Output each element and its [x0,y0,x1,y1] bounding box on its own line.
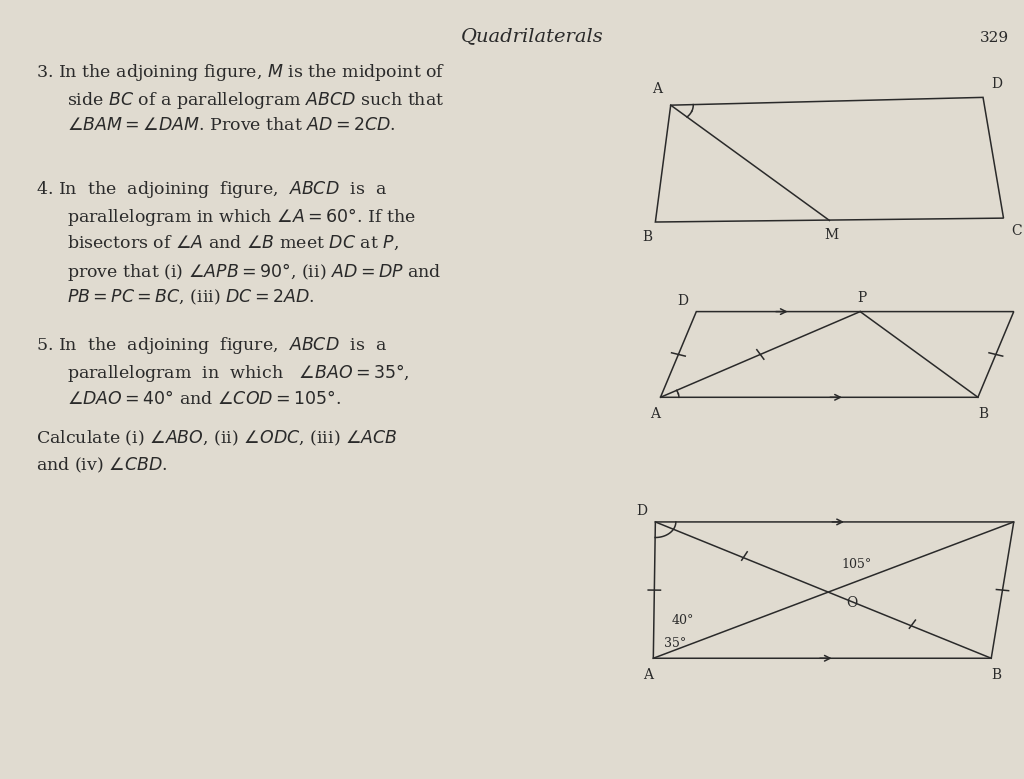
Text: A: A [643,668,653,682]
Text: O: O [846,597,857,610]
Text: 3. In the adjoining figure, $M$ is the midpoint of: 3. In the adjoining figure, $M$ is the m… [36,62,445,83]
Text: 329: 329 [980,31,1009,45]
Text: and (iv) $\angle CBD$.: and (iv) $\angle CBD$. [36,456,167,475]
Text: P: P [857,291,867,305]
Text: B: B [642,230,652,244]
Text: 105°: 105° [842,558,872,570]
Text: B: B [978,407,988,421]
Text: A: A [652,82,663,96]
Text: D: D [677,294,688,308]
Text: 4. In  the  adjoining  figure,  $ABCD$  is  a: 4. In the adjoining figure, $ABCD$ is a [36,179,387,200]
Text: bisectors of $\angle A$ and $\angle B$ meet $DC$ at $P$,: bisectors of $\angle A$ and $\angle B$ m… [67,234,398,252]
Text: 5. In  the  adjoining  figure,  $ABCD$  is  a: 5. In the adjoining figure, $ABCD$ is a [36,335,387,356]
Text: $\angle DAO = 40°$ and $\angle COD = 105°$.: $\angle DAO = 40°$ and $\angle COD = 105… [67,390,341,407]
Text: prove that (i) $\angle APB = 90°$, (ii) $AD = DP$ and: prove that (i) $\angle APB = 90°$, (ii) … [67,261,441,283]
Text: C: C [1012,224,1022,238]
Text: $\angle BAM = \angle DAM$. Prove that $AD = 2CD$.: $\angle BAM = \angle DAM$. Prove that $A… [67,117,395,134]
Text: $PB = PC = BC$, (iii) $DC = 2AD$.: $PB = PC = BC$, (iii) $DC = 2AD$. [67,288,314,308]
Text: parallelogram  in  which   $\angle BAO = 35°$,: parallelogram in which $\angle BAO = 35°… [67,362,410,384]
Text: 35°: 35° [664,637,686,650]
Text: 40°: 40° [672,614,694,627]
Text: B: B [991,668,1001,682]
Text: M: M [824,228,839,242]
Text: Quadrilaterals: Quadrilaterals [461,27,604,45]
Text: side $BC$ of a parallelogram $ABCD$ such that: side $BC$ of a parallelogram $ABCD$ such… [67,90,443,111]
Text: parallelogram in which $\angle A = 60°$. If the: parallelogram in which $\angle A = 60°$.… [67,206,416,228]
Text: A: A [650,407,660,421]
Text: Calculate (i) $\angle ABO$, (ii) $\angle ODC$, (iii) $\angle ACB$: Calculate (i) $\angle ABO$, (ii) $\angle… [36,428,397,448]
Text: D: D [636,504,647,518]
Text: D: D [991,77,1002,91]
